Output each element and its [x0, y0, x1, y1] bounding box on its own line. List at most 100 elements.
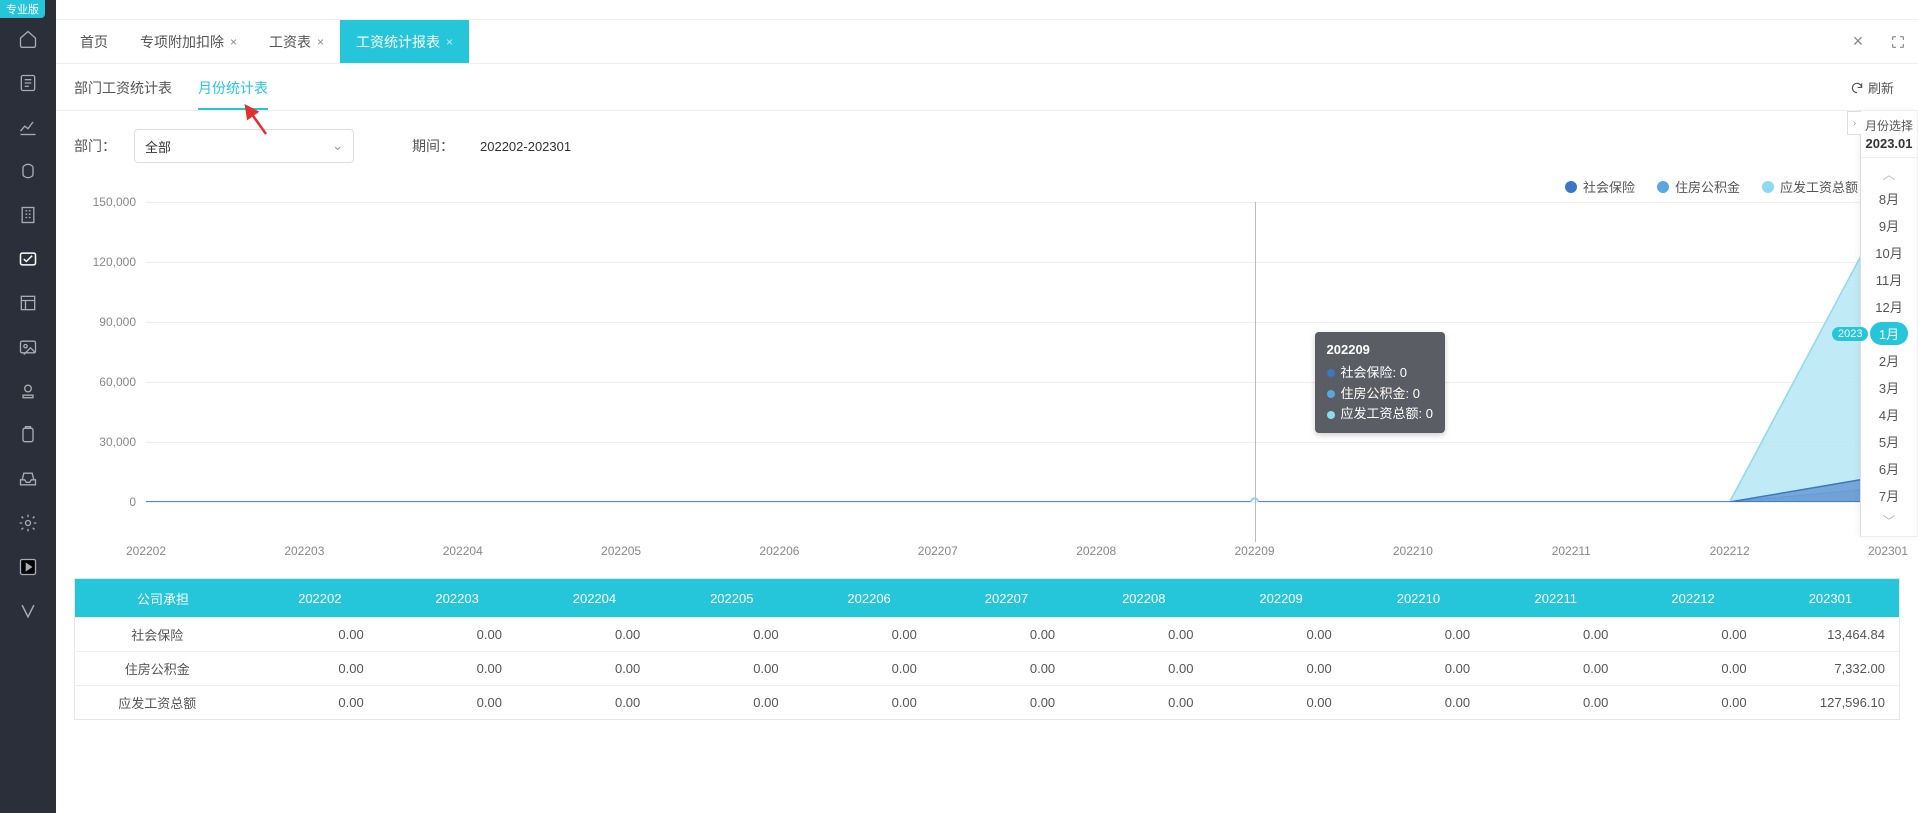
money-icon[interactable]	[17, 160, 39, 182]
month-item[interactable]: 8月	[1861, 187, 1917, 210]
table-header-cell: 公司承担	[75, 589, 251, 608]
legend-label: 应发工资总额	[1780, 177, 1858, 196]
month-picker-current: 2023.01	[1861, 136, 1917, 158]
dept-select-value: 全部	[145, 137, 171, 156]
month-item[interactable]: 11月	[1861, 268, 1917, 291]
panel-collapse-icon[interactable]: ›	[1847, 111, 1861, 135]
table-header-cell: 202209	[1212, 591, 1349, 606]
close-icon[interactable]: ×	[230, 35, 237, 49]
x-tick-label: 202208	[1076, 544, 1116, 558]
month-item[interactable]: 2月	[1861, 349, 1917, 372]
chart-icon[interactable]	[17, 116, 39, 138]
table-cell: 0.00	[378, 661, 516, 676]
play-icon[interactable]	[17, 556, 39, 578]
gear-icon[interactable]	[17, 512, 39, 534]
subtab-month[interactable]: 月份统计表	[198, 78, 268, 110]
image-icon[interactable]	[17, 336, 39, 358]
sidebar	[0, 0, 56, 813]
month-item[interactable]: 4月	[1861, 403, 1917, 426]
salary-report-icon[interactable]	[17, 248, 39, 270]
table-cell: 0.00	[1622, 627, 1760, 642]
table-header-cell: 202207	[938, 591, 1075, 606]
month-item[interactable]: 3月	[1861, 376, 1917, 399]
tab-home[interactable]: 首页	[64, 20, 124, 63]
x-tick-label: 202207	[918, 544, 958, 558]
table-cell: 0.00	[1484, 661, 1622, 676]
table-cell: 0.00	[239, 627, 377, 642]
legend-item[interactable]: 社会保险	[1565, 177, 1635, 196]
x-tick-label: 202301	[1868, 544, 1908, 558]
stamp-icon[interactable]	[17, 380, 39, 402]
fullscreen-icon[interactable]	[1878, 20, 1918, 63]
close-icon[interactable]: ×	[446, 35, 453, 49]
chevron-down-icon: ⌄	[332, 138, 343, 154]
table-cell: 0.00	[1346, 695, 1484, 710]
salary-table: 公司承担202202202203202204202205202206202207…	[74, 578, 1900, 720]
salary-chart[interactable]: 030,00060,00090,000120,000150,000 202202…	[146, 202, 1888, 542]
month-item[interactable]: 12月	[1861, 295, 1917, 318]
close-icon[interactable]: ×	[317, 35, 324, 49]
v-icon[interactable]	[17, 600, 39, 622]
table-cell: 0.00	[1484, 627, 1622, 642]
month-next-icon[interactable]: ﹀	[1882, 511, 1895, 530]
table-cell: 0.00	[1207, 695, 1345, 710]
inbox-icon[interactable]	[17, 468, 39, 490]
table-header-cell: 202208	[1075, 591, 1212, 606]
dept-select[interactable]: 全部 ⌄	[134, 129, 354, 163]
subtab-department[interactable]: 部门工资统计表	[74, 78, 172, 110]
table-cell: 7,332.00	[1761, 661, 1899, 676]
clipboard-icon[interactable]	[17, 424, 39, 446]
tab-label: 首页	[80, 32, 108, 52]
table-cell: 0.00	[931, 661, 1069, 676]
tab-deduction[interactable]: 专项附加扣除×	[124, 20, 253, 63]
y-tick-label: 90,000	[76, 315, 136, 329]
building-icon[interactable]	[17, 204, 39, 226]
table-header-cell: 202211	[1487, 591, 1624, 606]
tab-label: 工资统计报表	[356, 32, 440, 52]
close-all-tabs-icon[interactable]: ×	[1838, 20, 1878, 63]
table-cell: 0.00	[654, 661, 792, 676]
page-tabs: 首页 专项附加扣除× 工资表 × 工资统计报表 × ×	[56, 20, 1918, 64]
table-row-label: 住房公积金	[75, 659, 239, 678]
table-cell: 0.00	[931, 627, 1069, 642]
tab-salary-report[interactable]: 工资统计报表 ×	[340, 20, 469, 63]
refresh-icon	[1850, 81, 1864, 95]
month-item[interactable]: 1月2023	[1870, 322, 1908, 345]
legend-dot-icon	[1565, 181, 1577, 193]
table-row: 应发工资总额0.000.000.000.000.000.000.000.000.…	[75, 685, 1899, 719]
month-prev-icon[interactable]: ︿	[1882, 164, 1895, 183]
table-cell: 0.00	[1069, 661, 1207, 676]
table-cell: 0.00	[1069, 695, 1207, 710]
table-cell: 0.00	[516, 627, 654, 642]
y-tick-label: 150,000	[76, 195, 136, 209]
tab-label: 工资表	[269, 32, 311, 52]
table-cell: 0.00	[1207, 661, 1345, 676]
x-tick-label: 202212	[1710, 544, 1750, 558]
table-header-cell: 202205	[663, 591, 800, 606]
month-item[interactable]: 7月	[1861, 484, 1917, 507]
x-tick-label: 202210	[1393, 544, 1433, 558]
table-cell: 0.00	[1484, 695, 1622, 710]
table-cell: 0.00	[239, 695, 377, 710]
legend-label: 社会保险	[1583, 177, 1635, 196]
legend-item[interactable]: 住房公积金	[1657, 177, 1740, 196]
month-item[interactable]: 9月	[1861, 214, 1917, 237]
table-cell: 0.00	[793, 695, 931, 710]
x-tick-label: 202204	[443, 544, 483, 558]
chart-legend: 社会保险 住房公积金 应发工资总额	[76, 173, 1898, 202]
legend-item[interactable]: 应发工资总额	[1762, 177, 1858, 196]
month-picker-panel: › 月份选择 2023.01 ︿ 8月9月10月11月12月1月20232月3月…	[1860, 110, 1918, 537]
month-item[interactable]: 6月	[1861, 457, 1917, 480]
tab-salary[interactable]: 工资表 ×	[253, 20, 340, 63]
month-item[interactable]: 10月	[1861, 241, 1917, 264]
y-tick-label: 0	[76, 495, 136, 509]
month-item[interactable]: 5月	[1861, 430, 1917, 453]
table-header-cell: 202212	[1624, 591, 1761, 606]
template-icon[interactable]	[17, 292, 39, 314]
doc-icon[interactable]	[17, 72, 39, 94]
refresh-button[interactable]: 刷新	[1850, 78, 1894, 97]
y-tick-label: 120,000	[76, 255, 136, 269]
table-cell: 0.00	[793, 661, 931, 676]
table-cell: 0.00	[1346, 661, 1484, 676]
home-icon[interactable]	[17, 28, 39, 50]
